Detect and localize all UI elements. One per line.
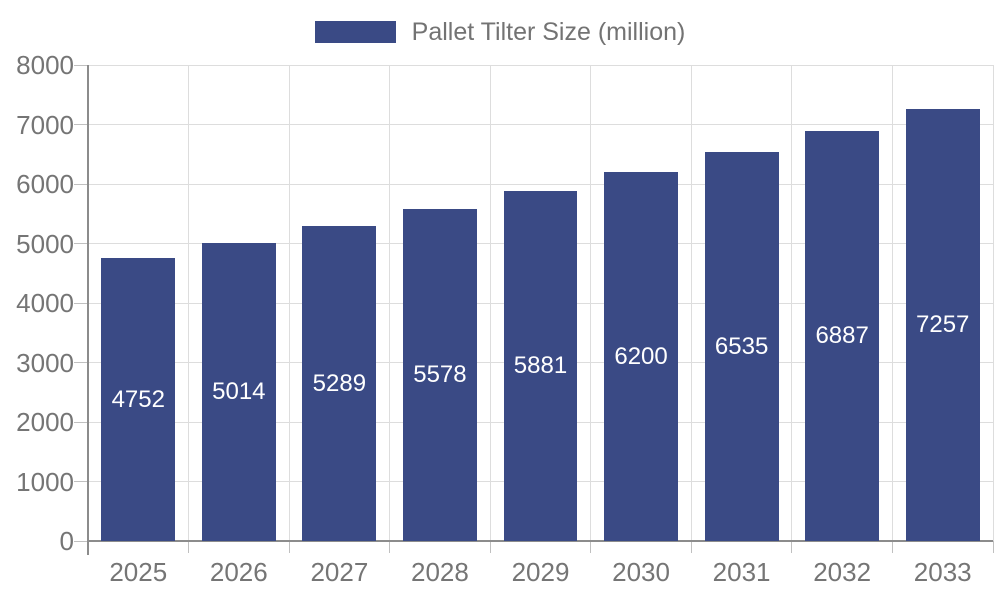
x-tick-label: 2030 bbox=[612, 557, 670, 587]
x-axis-tick bbox=[690, 541, 692, 553]
x-axis-tick bbox=[891, 541, 893, 553]
gridline-vertical bbox=[489, 65, 491, 541]
y-axis-tick bbox=[74, 362, 88, 363]
x-tick-label: 2033 bbox=[913, 557, 972, 587]
bar-value-label: 6200 bbox=[614, 342, 668, 370]
y-tick-label: 1000 bbox=[16, 466, 74, 497]
bar bbox=[302, 226, 377, 541]
gridline-vertical bbox=[389, 65, 391, 541]
x-axis-tick bbox=[389, 541, 391, 553]
bar-value-label: 5289 bbox=[312, 369, 367, 397]
y-axis-tick bbox=[74, 302, 88, 304]
y-axis-tick bbox=[74, 124, 88, 125]
bar bbox=[805, 131, 880, 541]
gridline-vertical bbox=[992, 65, 994, 541]
bar-value-label: 7257 bbox=[916, 311, 970, 339]
y-tick-label: 4000 bbox=[16, 288, 74, 318]
bar bbox=[101, 258, 176, 541]
y-axis-tick bbox=[74, 243, 88, 244]
gridline-horizontal bbox=[88, 124, 993, 125]
gridline-vertical bbox=[590, 65, 592, 541]
y-axis-tick bbox=[74, 421, 88, 423]
bar-value-label: 6535 bbox=[714, 332, 769, 360]
gridline-horizontal bbox=[88, 183, 993, 185]
gridline-vertical bbox=[891, 65, 893, 541]
bar bbox=[503, 191, 578, 541]
y-axis-tick bbox=[74, 183, 88, 185]
y-tick-label: 2000 bbox=[16, 407, 74, 437]
y-axis-tick bbox=[74, 64, 88, 66]
y-axis-line bbox=[87, 65, 89, 555]
x-tick-label: 2028 bbox=[411, 557, 469, 587]
bar-value-label: 5578 bbox=[413, 361, 467, 389]
x-axis-tick bbox=[288, 541, 290, 553]
bar-value-label: 5014 bbox=[212, 377, 266, 405]
bar bbox=[704, 152, 779, 541]
x-axis-tick bbox=[489, 541, 491, 553]
y-tick-label: 8000 bbox=[16, 50, 74, 80]
x-tick-label: 2027 bbox=[310, 557, 369, 587]
legend-swatch-icon bbox=[314, 21, 396, 43]
y-tick-label: 0 bbox=[59, 526, 74, 556]
y-tick-label: 6000 bbox=[16, 169, 74, 199]
bar-value-label: 6887 bbox=[815, 322, 869, 350]
bar bbox=[402, 209, 477, 541]
gridline-vertical bbox=[791, 65, 793, 541]
x-tick-label: 2029 bbox=[511, 557, 570, 587]
y-tick-label: 3000 bbox=[16, 347, 74, 378]
y-axis-tick bbox=[74, 481, 88, 482]
bar bbox=[604, 172, 678, 541]
gridline-vertical bbox=[188, 65, 190, 541]
bar-value-label: 5881 bbox=[513, 352, 568, 380]
y-tick-label: 5000 bbox=[16, 228, 74, 259]
y-axis-tick bbox=[74, 540, 88, 542]
x-tick-label: 2025 bbox=[109, 557, 168, 587]
x-tick-label: 2032 bbox=[813, 557, 872, 587]
x-tick-label: 2026 bbox=[209, 557, 268, 587]
gridline-vertical bbox=[690, 65, 692, 541]
x-axis-tick bbox=[791, 541, 793, 553]
y-tick-label: 7000 bbox=[16, 109, 74, 140]
legend-label: Pallet Tilter Size (million) bbox=[411, 17, 686, 46]
legend: Pallet Tilter Size (million) bbox=[0, 14, 1000, 50]
bar bbox=[201, 242, 276, 541]
x-axis-tick bbox=[188, 541, 190, 553]
x-axis-line bbox=[88, 540, 993, 542]
x-tick-label: 2031 bbox=[712, 557, 771, 587]
bar bbox=[905, 109, 980, 541]
gridline-vertical bbox=[288, 65, 290, 541]
bar-value-label: 4752 bbox=[111, 385, 165, 413]
gridline-horizontal bbox=[88, 64, 993, 66]
x-axis-tick bbox=[590, 541, 592, 553]
x-axis-tick bbox=[992, 541, 994, 553]
